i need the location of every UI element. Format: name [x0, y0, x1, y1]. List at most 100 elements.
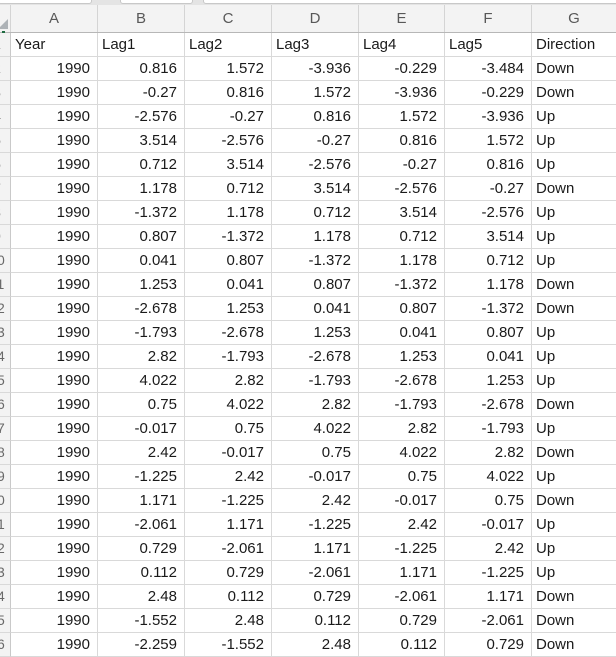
cell-F6[interactable]: 0.816	[445, 153, 532, 177]
cell-D12[interactable]: 0.041	[272, 297, 359, 321]
cell-B13[interactable]: -1.793	[98, 321, 185, 345]
row-header-15[interactable]: 15	[0, 369, 11, 393]
cell-G3[interactable]: Down	[532, 81, 616, 105]
column-header-E[interactable]: E	[359, 5, 445, 32]
cell-D10[interactable]: -1.372	[272, 249, 359, 273]
cell-B2[interactable]: 0.816	[98, 57, 185, 81]
cell-C11[interactable]: 0.041	[185, 273, 272, 297]
cell-G13[interactable]: Up	[532, 321, 616, 345]
cell-D24[interactable]: 0.729	[272, 585, 359, 609]
cell-A8[interactable]: 1990	[11, 201, 98, 225]
cell-C3[interactable]: 0.816	[185, 81, 272, 105]
cell-F24[interactable]: 1.171	[445, 585, 532, 609]
cell-E6[interactable]: -0.27	[359, 153, 445, 177]
cell-A18[interactable]: 1990	[11, 441, 98, 465]
row-header-16[interactable]: 16	[0, 393, 11, 417]
cell-B4[interactable]: -2.576	[98, 105, 185, 129]
row-header-6[interactable]: 6	[0, 153, 11, 177]
row-header-2[interactable]: 2	[0, 57, 11, 81]
cell-B20[interactable]: 1.171	[98, 489, 185, 513]
cell-C25[interactable]: 2.48	[185, 609, 272, 633]
cell-D25[interactable]: 0.112	[272, 609, 359, 633]
cell-A6[interactable]: 1990	[11, 153, 98, 177]
select-all-corner[interactable]	[0, 5, 11, 32]
cell-B18[interactable]: 2.42	[98, 441, 185, 465]
cell-F23[interactable]: -1.225	[445, 561, 532, 585]
cell-G1[interactable]: Direction	[532, 33, 616, 57]
cell-B21[interactable]: -2.061	[98, 513, 185, 537]
cell-C6[interactable]: 3.514	[185, 153, 272, 177]
cell-B3[interactable]: -0.27	[98, 81, 185, 105]
row-header-12[interactable]: 12	[0, 297, 11, 321]
cell-C8[interactable]: 1.178	[185, 201, 272, 225]
cell-G18[interactable]: Down	[532, 441, 616, 465]
cell-G5[interactable]: Up	[532, 129, 616, 153]
cell-F18[interactable]: 2.82	[445, 441, 532, 465]
cell-C24[interactable]: 0.112	[185, 585, 272, 609]
row-header-3[interactable]: 3	[0, 81, 11, 105]
cell-D3[interactable]: 1.572	[272, 81, 359, 105]
cell-C1[interactable]: Lag2	[185, 33, 272, 57]
cell-C17[interactable]: 0.75	[185, 417, 272, 441]
cell-B11[interactable]: 1.253	[98, 273, 185, 297]
cell-A21[interactable]: 1990	[11, 513, 98, 537]
cell-C19[interactable]: 2.42	[185, 465, 272, 489]
cell-B7[interactable]: 1.178	[98, 177, 185, 201]
cell-E11[interactable]: -1.372	[359, 273, 445, 297]
cell-C4[interactable]: -0.27	[185, 105, 272, 129]
column-header-F[interactable]: F	[445, 5, 532, 32]
cell-D4[interactable]: 0.816	[272, 105, 359, 129]
cell-D13[interactable]: 1.253	[272, 321, 359, 345]
row-header-21[interactable]: 21	[0, 513, 11, 537]
cell-E8[interactable]: 3.514	[359, 201, 445, 225]
cell-C21[interactable]: 1.171	[185, 513, 272, 537]
cell-E5[interactable]: 0.816	[359, 129, 445, 153]
cell-G23[interactable]: Up	[532, 561, 616, 585]
cell-A17[interactable]: 1990	[11, 417, 98, 441]
cell-E1[interactable]: Lag4	[359, 33, 445, 57]
cell-G20[interactable]: Down	[532, 489, 616, 513]
column-header-C[interactable]: C	[185, 5, 272, 32]
cell-E4[interactable]: 1.572	[359, 105, 445, 129]
row-header-8[interactable]: 8	[0, 201, 11, 225]
cell-G15[interactable]: Up	[532, 369, 616, 393]
cell-A9[interactable]: 1990	[11, 225, 98, 249]
cell-G25[interactable]: Down	[532, 609, 616, 633]
cell-A11[interactable]: 1990	[11, 273, 98, 297]
cell-B23[interactable]: 0.112	[98, 561, 185, 585]
column-header-D[interactable]: D	[272, 5, 359, 32]
cell-F3[interactable]: -0.229	[445, 81, 532, 105]
cell-A24[interactable]: 1990	[11, 585, 98, 609]
cell-D26[interactable]: 2.48	[272, 633, 359, 657]
cell-A19[interactable]: 1990	[11, 465, 98, 489]
cell-C22[interactable]: -2.061	[185, 537, 272, 561]
cell-F22[interactable]: 2.42	[445, 537, 532, 561]
cell-G8[interactable]: Up	[532, 201, 616, 225]
cell-E18[interactable]: 4.022	[359, 441, 445, 465]
cell-E15[interactable]: -2.678	[359, 369, 445, 393]
cell-G21[interactable]: Up	[532, 513, 616, 537]
cell-G11[interactable]: Down	[532, 273, 616, 297]
cell-D20[interactable]: 2.42	[272, 489, 359, 513]
cell-E21[interactable]: 2.42	[359, 513, 445, 537]
cell-D7[interactable]: 3.514	[272, 177, 359, 201]
cell-A3[interactable]: 1990	[11, 81, 98, 105]
row-header-23[interactable]: 23	[0, 561, 11, 585]
cell-B10[interactable]: 0.041	[98, 249, 185, 273]
cell-G4[interactable]: Up	[532, 105, 616, 129]
cell-C10[interactable]: 0.807	[185, 249, 272, 273]
cell-B16[interactable]: 0.75	[98, 393, 185, 417]
cell-A13[interactable]: 1990	[11, 321, 98, 345]
cell-E12[interactable]: 0.807	[359, 297, 445, 321]
cell-F21[interactable]: -0.017	[445, 513, 532, 537]
cell-D6[interactable]: -2.576	[272, 153, 359, 177]
cell-C18[interactable]: -0.017	[185, 441, 272, 465]
column-header-B[interactable]: B	[98, 5, 185, 32]
cell-F8[interactable]: -2.576	[445, 201, 532, 225]
cell-E25[interactable]: 0.729	[359, 609, 445, 633]
row-header-14[interactable]: 14	[0, 345, 11, 369]
cell-E20[interactable]: -0.017	[359, 489, 445, 513]
cell-A14[interactable]: 1990	[11, 345, 98, 369]
row-header-26[interactable]: 26	[0, 633, 11, 657]
cell-A26[interactable]: 1990	[11, 633, 98, 657]
